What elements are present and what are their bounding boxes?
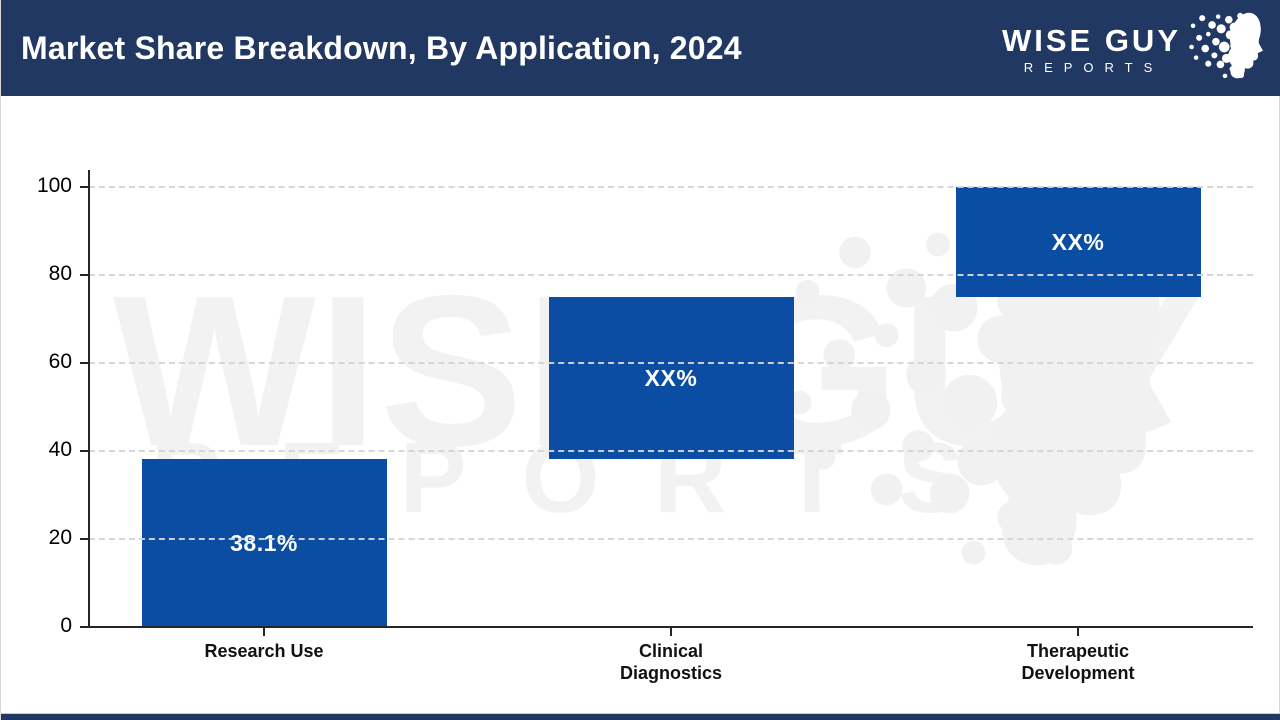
wiseguy-logo: WISE GUY REPORTS: [1002, 8, 1263, 91]
y-tick: [80, 274, 88, 276]
bar-clinical-diagnostics: XX%: [548, 297, 794, 460]
bar-value-label: XX%: [644, 364, 698, 391]
x-tick: [263, 628, 265, 636]
x-tick-label-research-use: Research Use: [204, 641, 324, 661]
gridline: [89, 362, 1253, 364]
y-axis: [88, 170, 90, 628]
y-tick-label: 100: [36, 174, 72, 197]
x-tick-label-therapeutic-development: Therapeutic Development: [1021, 641, 1135, 683]
x-axis: [88, 626, 1253, 628]
header: Market Share Breakdown, By Application, …: [1, 0, 1280, 96]
y-tick-label: 20: [48, 526, 72, 549]
x-tick: [670, 628, 672, 636]
y-tick: [80, 450, 88, 452]
bar-value-label: XX%: [1051, 228, 1105, 255]
y-tick: [80, 538, 88, 540]
gridline: [89, 450, 1253, 452]
footer-bar: [1, 713, 1280, 720]
x-tick: [1077, 628, 1079, 636]
y-tick: [80, 186, 88, 188]
bar-therapeutic-development: XX%: [955, 187, 1201, 297]
gridline: [89, 538, 1253, 540]
y-tick-label: 80: [48, 262, 72, 285]
brand-name: WISE GUY: [1001, 23, 1181, 58]
brand-subtitle: REPORTS: [1023, 60, 1164, 75]
y-tick-label: 40: [48, 438, 72, 461]
x-tick-label-clinical-diagnostics: Clinical Diagnostics: [619, 641, 723, 683]
gridline: [89, 274, 1253, 276]
y-tick-label: 60: [48, 350, 72, 373]
wiseguy-face-icon: [1187, 8, 1263, 91]
y-tick: [80, 626, 88, 628]
y-tick: [80, 362, 88, 364]
bar-value-label: 38.1%: [230, 529, 298, 556]
y-tick-label: 0: [60, 614, 72, 637]
watermark-face-icon: [766, 205, 1181, 605]
page-title: Market Share Breakdown, By Application, …: [21, 29, 742, 66]
bar-research-use: 38.1%: [141, 459, 387, 627]
gridline: [89, 186, 1253, 188]
